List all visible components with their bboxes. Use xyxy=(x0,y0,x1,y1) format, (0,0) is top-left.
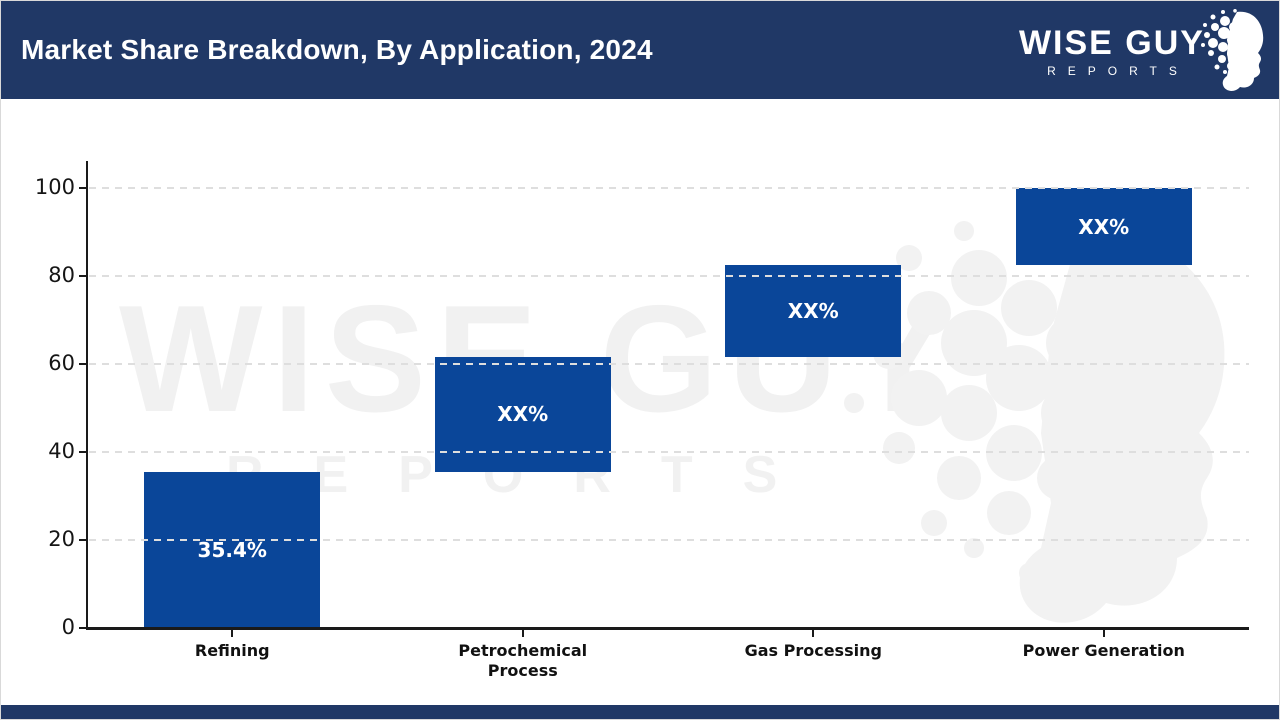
logo-subtitle: REPORTS xyxy=(1047,63,1189,78)
bar-value-label: XX% xyxy=(787,298,839,323)
y-tick-mark xyxy=(79,363,87,365)
bar-value-label: XX% xyxy=(1078,214,1130,239)
bar-refining: 35.4% xyxy=(144,472,321,628)
page-title: Market Share Breakdown, By Application, … xyxy=(21,34,653,65)
gridline xyxy=(89,363,1249,365)
gridline xyxy=(89,451,1249,453)
x-tick-mark xyxy=(812,628,815,637)
footer-bar xyxy=(1,705,1279,719)
y-tick-label: 20 xyxy=(48,527,75,551)
y-tick-label: 100 xyxy=(34,175,75,199)
gridline xyxy=(89,187,1249,189)
x-category-label: Power Generation xyxy=(1022,641,1185,660)
bar-gas-processing: XX% xyxy=(725,265,902,357)
logo-head-icon xyxy=(1201,9,1264,91)
y-tick-mark xyxy=(79,539,87,541)
logo-wordmark: WISE GUY xyxy=(1018,23,1205,62)
gridline xyxy=(89,539,1249,541)
x-category-label: Refining xyxy=(194,641,270,660)
gridline xyxy=(89,275,1249,277)
bar-petrochemical-process: XX% xyxy=(434,356,611,473)
bar-power-generation: XX% xyxy=(1015,188,1192,265)
y-tick-mark xyxy=(79,451,87,453)
x-axis-line xyxy=(86,627,1249,630)
y-tick-mark xyxy=(79,627,87,629)
x-tick-mark xyxy=(521,628,524,637)
header-bar: Market Share Breakdown, By Application, … xyxy=(1,1,1279,99)
y-tick-mark xyxy=(79,275,87,277)
bar-value-label: XX% xyxy=(497,402,549,427)
logo-text: WISE GUY REPORTS xyxy=(1019,25,1205,78)
x-category-label: Petrochemical Process xyxy=(458,641,588,680)
y-tick-label: 80 xyxy=(48,263,75,287)
y-tick-label: 0 xyxy=(61,615,75,639)
watermark-head-graphic xyxy=(844,214,1225,623)
x-category-label: Gas Processing xyxy=(744,641,882,660)
x-tick-mark xyxy=(231,628,234,637)
bar-value-label: 35.4% xyxy=(197,538,267,563)
y-tick-mark xyxy=(79,187,87,189)
x-tick-mark xyxy=(1102,628,1105,637)
wise-guy-reports-logo: WISE GUY REPORTS xyxy=(1019,9,1265,93)
y-tick-label: 60 xyxy=(48,351,75,375)
y-tick-label: 40 xyxy=(48,439,75,463)
y-axis-line xyxy=(86,161,88,630)
